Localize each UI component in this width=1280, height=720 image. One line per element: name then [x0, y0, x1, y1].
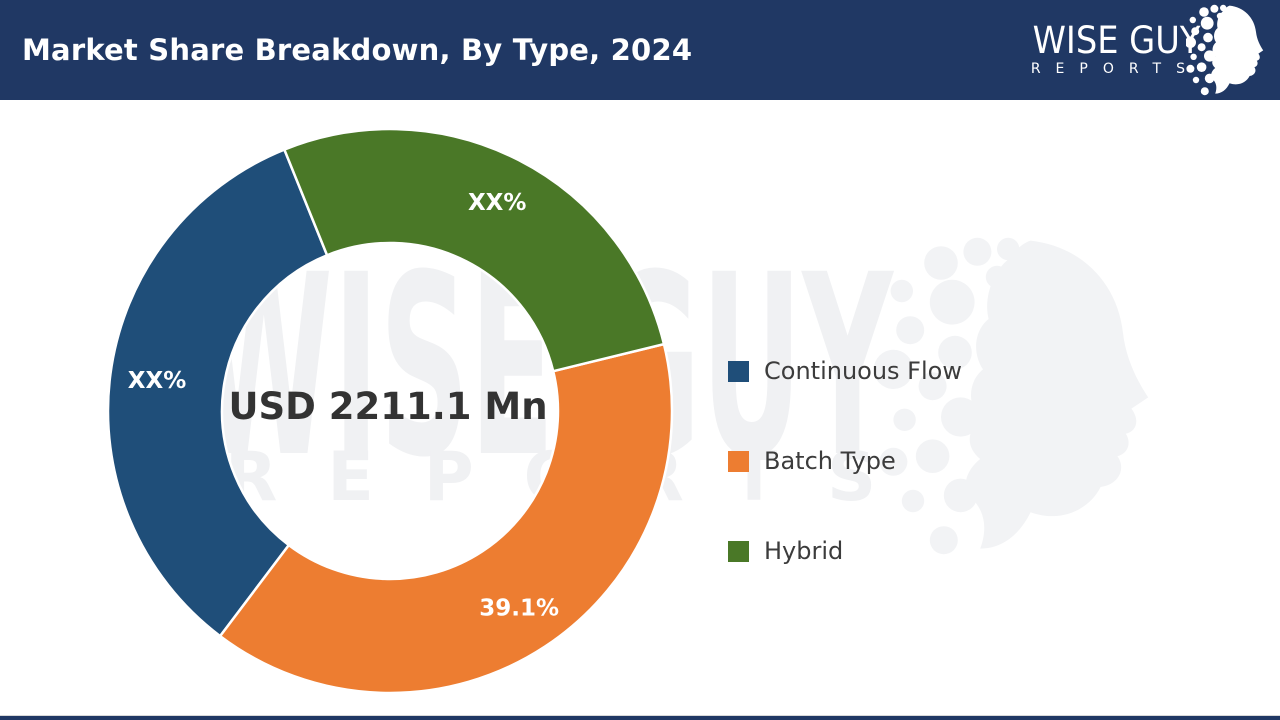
logo: WISE GUY REPORTS	[1016, 4, 1270, 96]
slice-label-continuous-flow: XX%	[128, 368, 187, 394]
header-bar: Market Share Breakdown, By Type, 2024 WI…	[0, 0, 1280, 100]
logo-wordmark: WISE GUY	[1032, 19, 1200, 62]
legend-label-batch-type: Batch Type	[764, 447, 896, 475]
donut-chart: WISE GUY REPORTS XX%39.1%XX% USD 2211.1 …	[106, 127, 1149, 695]
donut-slice-batch-type	[218, 342, 674, 695]
logo-subtitle: REPORTS	[1030, 61, 1200, 77]
donut-slices	[106, 127, 674, 695]
legend-label-continuous-flow: Continuous Flow	[764, 357, 962, 385]
logo-text: WISE GUY REPORTS	[1016, 19, 1200, 77]
legend-swatch-continuous-flow	[728, 360, 749, 382]
slice-label-batch-type: 39.1%	[479, 595, 559, 621]
legend: Continuous Flow Batch Type Hybrid	[728, 359, 962, 629]
donut-slice-hybrid	[282, 127, 666, 373]
footer-strip	[0, 715, 1280, 720]
legend-item-hybrid: Hybrid	[728, 539, 962, 563]
donut-slice-continuous-flow	[106, 147, 329, 638]
legend-item-batch-type: Batch Type	[728, 449, 962, 473]
chart-stage: WISE GUY REPORTS XX%39.1%XX% USD 2211.1 …	[0, 100, 1280, 712]
legend-label-hybrid: Hybrid	[764, 537, 844, 565]
legend-item-continuous-flow: Continuous Flow	[728, 359, 962, 383]
donut-center-label: USD 2211.1 Mn	[228, 385, 547, 428]
legend-swatch-hybrid	[728, 540, 749, 562]
page-title: Market Share Breakdown, By Type, 2024	[22, 33, 693, 67]
legend-swatch-batch-type	[728, 450, 749, 472]
slice-label-hybrid: XX%	[468, 190, 527, 216]
slice-labels: XX% 39.1% XX%	[128, 190, 559, 621]
